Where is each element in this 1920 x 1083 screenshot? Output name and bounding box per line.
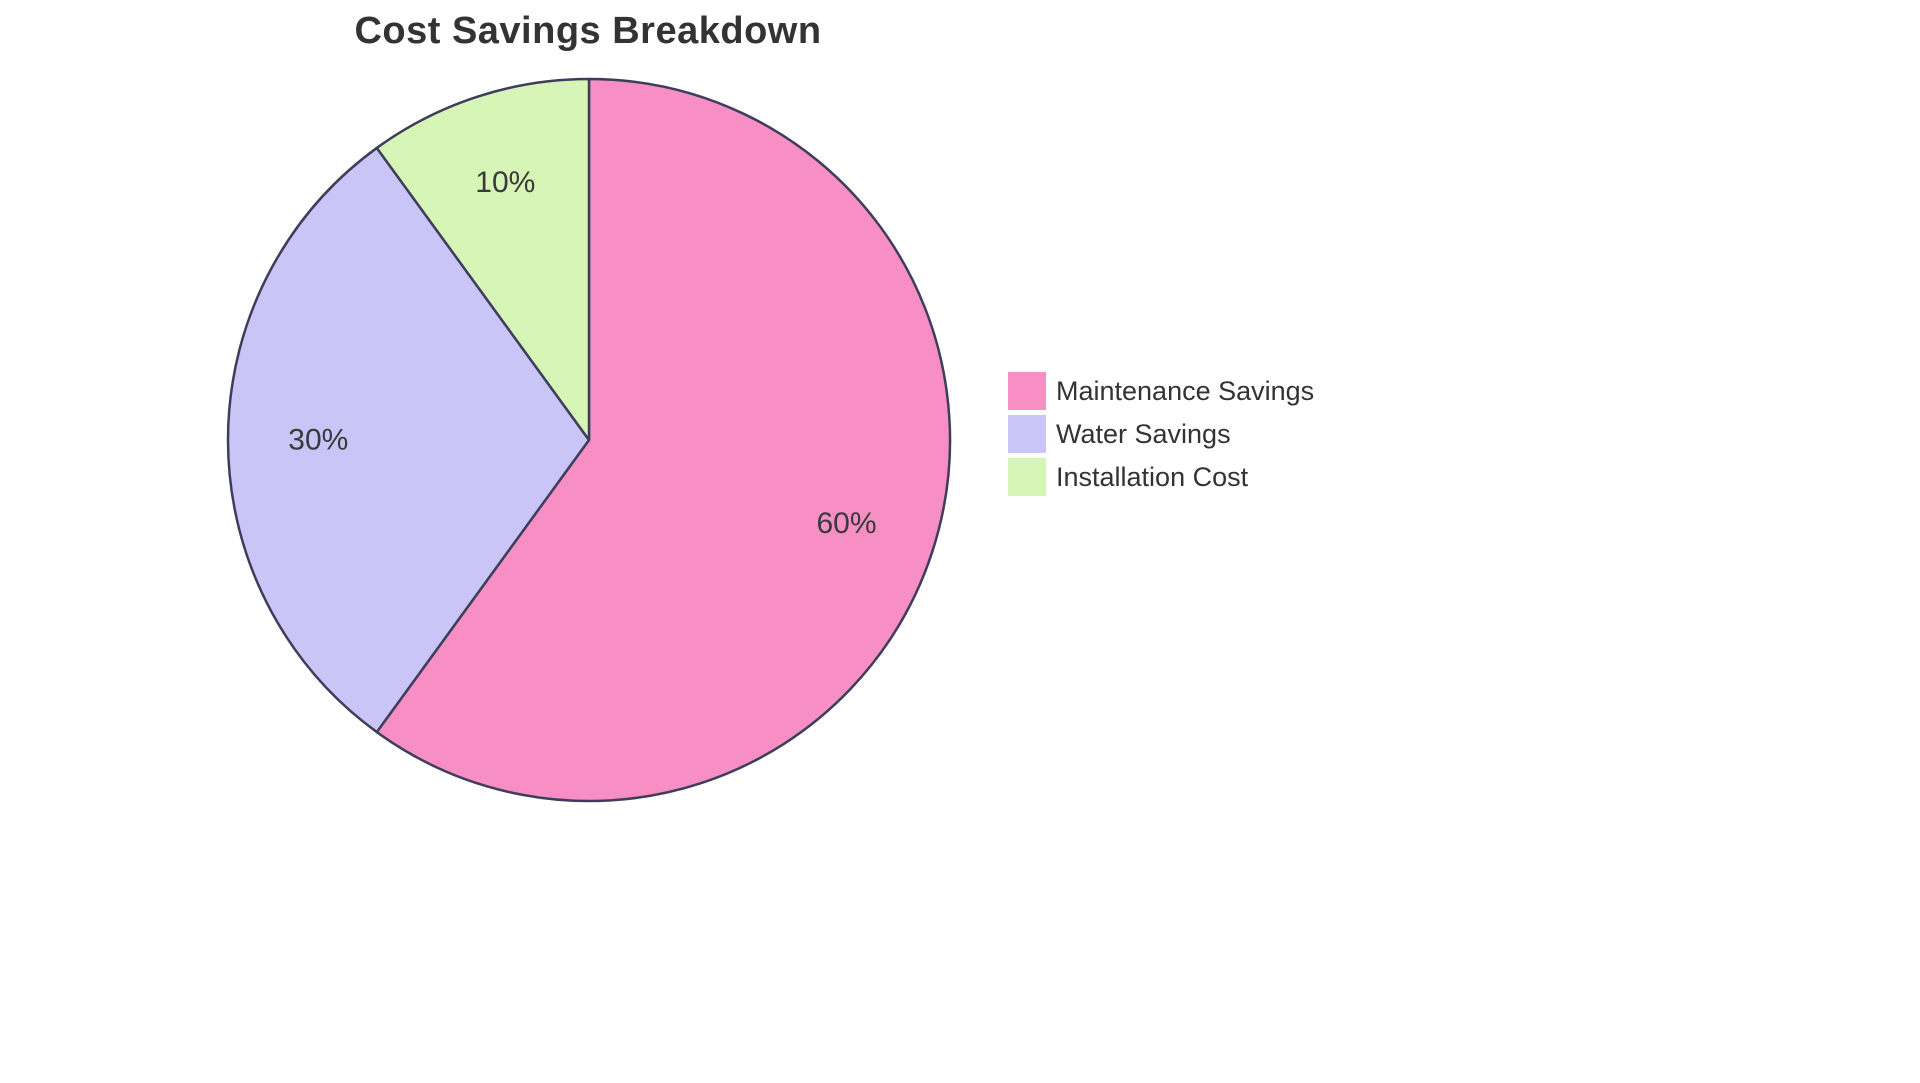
slice-label-water-savings: 30% <box>288 424 348 457</box>
legend-item-maintenance-savings[interactable]: Maintenance Savings <box>1008 372 1314 410</box>
slice-label-maintenance-savings: 60% <box>816 507 876 540</box>
legend-swatch-maintenance-savings <box>1008 372 1046 410</box>
legend: Maintenance Savings Water Savings Installa… <box>1008 372 1314 501</box>
legend-label-water-savings: Water Savings <box>1056 418 1231 449</box>
pie-slice-maintenance-savings[interactable] <box>375 77 952 803</box>
slice-label-installation-cost: 10% <box>475 166 535 199</box>
legend-label-maintenance-savings: Maintenance Savings <box>1056 375 1315 406</box>
chart-title: Cost Savings Breakdown <box>354 10 822 52</box>
legend-item-water-savings[interactable]: Water Savings <box>1008 415 1314 453</box>
pie-slice-water-savings[interactable] <box>226 146 591 734</box>
legend-swatch-water-savings <box>1008 415 1046 453</box>
legend-swatch-installation-cost <box>1008 458 1046 496</box>
legend-label-installation-cost: Installation Cost <box>1056 461 1249 492</box>
pie-slice-installation-cost[interactable] <box>375 77 591 442</box>
legend-item-installation-cost[interactable]: Installation Cost <box>1008 458 1314 496</box>
